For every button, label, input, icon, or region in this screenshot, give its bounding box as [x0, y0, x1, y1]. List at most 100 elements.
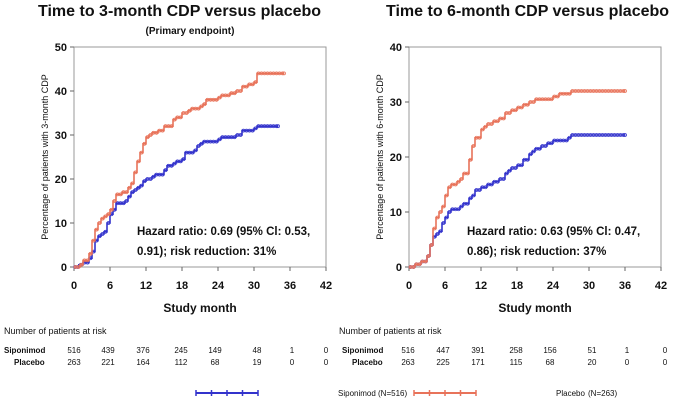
censor-marker — [148, 177, 153, 181]
hazard-ratio-text: Hazard ratio: 0.63 (95% Cl: 0.47, — [467, 226, 640, 238]
censor-marker — [91, 238, 96, 243]
censor-marker — [456, 207, 461, 212]
x-tick-label: 12 — [140, 280, 152, 292]
censor-marker — [124, 199, 129, 203]
censor-marker — [441, 204, 446, 209]
risk-value: 221 — [101, 358, 115, 367]
censor-marker — [471, 144, 476, 148]
risk-value: 20 — [588, 358, 597, 367]
censor-marker — [456, 179, 461, 184]
risk-table-header: Number of patients at risk — [4, 326, 107, 336]
x-tick-label: 0 — [71, 280, 77, 292]
censor-marker — [274, 124, 279, 129]
censor-marker — [435, 232, 440, 236]
censor-marker — [447, 185, 452, 190]
risk-reduction-text: 0.91); risk reduction: 31% — [137, 246, 276, 258]
y-tick-label: 10 — [55, 218, 67, 230]
y-tick-label: 40 — [390, 42, 402, 54]
censor-marker — [438, 210, 443, 214]
risk-value: 68 — [211, 358, 220, 367]
risk-value: 391 — [471, 346, 485, 355]
x-tick-label: 6 — [107, 280, 113, 292]
x-tick-label: 0 — [406, 280, 412, 292]
censor-marker — [567, 135, 572, 140]
censor-marker — [507, 111, 512, 115]
series-line-placebo — [409, 90, 625, 268]
censor-marker — [429, 243, 434, 247]
censor-marker — [465, 201, 470, 206]
risk-reduction-text: 0.86); risk reduction: 37% — [467, 246, 606, 258]
risk-value: 0 — [625, 358, 630, 367]
risk-value: 164 — [136, 358, 150, 367]
y-axis-label: Percentage of patients with 6-month CDP — [375, 74, 385, 240]
risk-row-label: Placebo — [352, 358, 383, 367]
censor-marker — [130, 181, 135, 186]
censor-marker — [130, 190, 135, 195]
censor-marker — [537, 146, 542, 151]
censor-marker — [483, 185, 488, 190]
y-tick-label: 30 — [55, 130, 67, 142]
risk-value: 149 — [208, 346, 222, 355]
censor-marker — [196, 144, 201, 148]
censor-marker — [160, 128, 165, 133]
censor-marker — [163, 168, 168, 173]
censor-marker — [507, 168, 512, 173]
censor-marker — [621, 133, 626, 137]
censor-marker — [468, 196, 473, 201]
censor-marker — [501, 116, 506, 121]
censor-marker — [504, 171, 509, 176]
censor-marker — [145, 135, 150, 140]
censor-marker — [447, 210, 452, 214]
censor-marker — [519, 163, 524, 168]
series-placebo — [73, 71, 286, 269]
risk-value: 1 — [290, 346, 295, 355]
legend-siponimod-n: (N=516) — [378, 389, 407, 398]
censor-marker — [468, 157, 473, 162]
chart-subtitle: (Primary endpoint) — [146, 26, 235, 37]
risk-value: 19 — [253, 358, 262, 367]
censor-marker — [232, 135, 237, 140]
censor-marker — [79, 262, 84, 267]
risk-value: 263 — [67, 358, 81, 367]
censor-marker — [178, 159, 183, 164]
censor-marker — [142, 179, 147, 184]
censor-marker — [214, 139, 219, 144]
censor-marker — [106, 212, 111, 217]
censor-marker — [432, 226, 437, 231]
censor-marker — [623, 89, 627, 93]
censor-marker — [489, 182, 494, 187]
censor-marker — [555, 94, 560, 99]
censor-marker — [623, 133, 627, 137]
censor-marker — [85, 258, 90, 263]
censor-marker — [531, 149, 536, 154]
x-tick-label: 6 — [442, 280, 448, 292]
censor-marker — [190, 150, 195, 155]
censor-marker — [100, 232, 105, 236]
risk-row-label: Siponimod — [342, 346, 383, 355]
censor-marker — [465, 171, 470, 176]
censor-marker — [172, 161, 177, 166]
censor-marker — [136, 185, 141, 190]
series-placebo — [408, 89, 627, 269]
x-tick-label: 30 — [583, 280, 595, 292]
censor-marker — [250, 128, 255, 133]
censor-marker — [172, 117, 177, 122]
censor-marker — [282, 71, 286, 76]
risk-row-label: Siponimod — [4, 346, 45, 355]
risk-value: 48 — [253, 346, 262, 355]
censor-marker — [133, 188, 138, 192]
censor-marker — [106, 221, 111, 225]
risk-row-label: Placebo — [14, 358, 45, 367]
censor-marker — [127, 194, 132, 199]
legend: Siponimod (N=516) Placebo (N=263) — [195, 389, 617, 398]
x-tick-label: 30 — [248, 280, 260, 292]
censor-marker — [112, 199, 117, 203]
censor-marker — [483, 124, 488, 129]
risk-value: 0 — [663, 346, 668, 355]
legend-placebo-n: (N=263) — [588, 389, 617, 398]
censor-marker — [444, 193, 449, 198]
censor-marker — [169, 163, 174, 168]
censor-marker — [567, 91, 572, 96]
risk-value: 1 — [625, 346, 630, 355]
